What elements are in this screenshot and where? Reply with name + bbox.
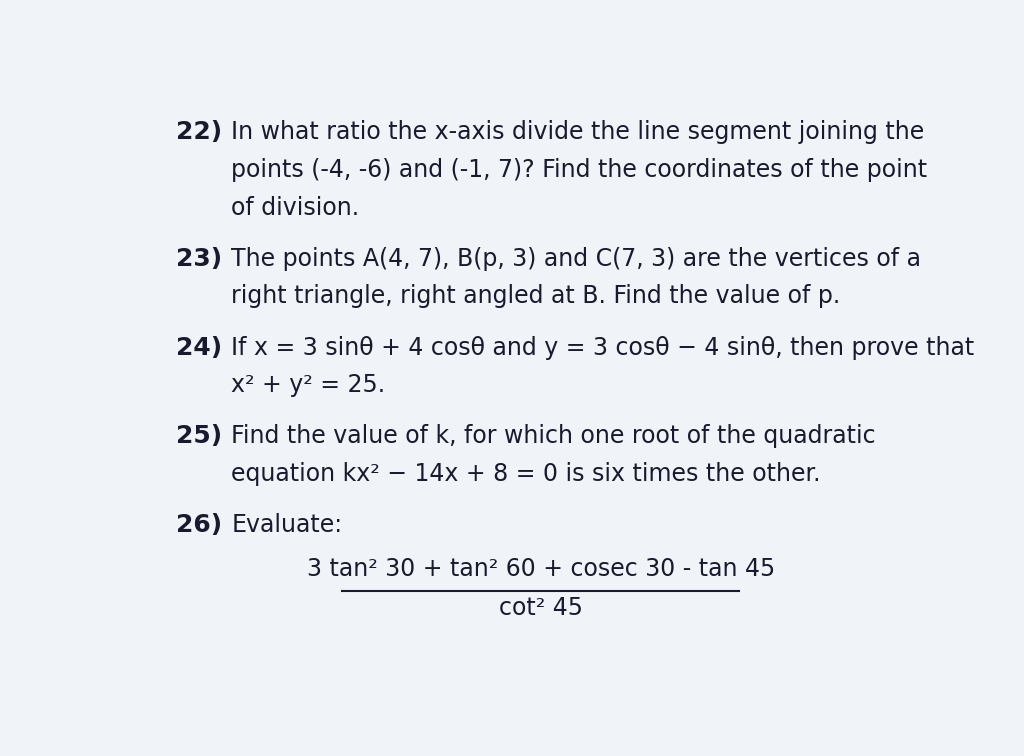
Text: x² + y² = 25.: x² + y² = 25. (231, 373, 385, 398)
Text: 26): 26) (176, 513, 222, 538)
Text: Find the value of k, for which one root of the quadratic: Find the value of k, for which one root … (231, 424, 876, 448)
Text: In what ratio the x-axis divide the line segment joining the: In what ratio the x-axis divide the line… (231, 120, 925, 144)
Text: of division.: of division. (231, 196, 359, 219)
Text: right triangle, right angled at B. Find the value of p.: right triangle, right angled at B. Find … (231, 284, 841, 308)
Text: The points A(4, 7), B(p, 3) and C(7, 3) are the vertices of a: The points A(4, 7), B(p, 3) and C(7, 3) … (231, 246, 922, 271)
Text: Evaluate:: Evaluate: (231, 513, 342, 538)
Text: cot² 45: cot² 45 (499, 596, 583, 620)
Text: points (-4, -6) and (-1, 7)? Find the coordinates of the point: points (-4, -6) and (-1, 7)? Find the co… (231, 158, 928, 181)
Text: equation kx² − 14x + 8 = 0 is six times the other.: equation kx² − 14x + 8 = 0 is six times … (231, 462, 820, 486)
Text: 3 tan² 30 + tan² 60 + cosec 30 - tan 45: 3 tan² 30 + tan² 60 + cosec 30 - tan 45 (306, 557, 775, 581)
Text: 25): 25) (176, 424, 222, 448)
Text: 23): 23) (176, 246, 222, 271)
Text: 22): 22) (176, 120, 222, 144)
Text: If x = 3 sinθ + 4 cosθ and y = 3 cosθ − 4 sinθ, then prove that: If x = 3 sinθ + 4 cosθ and y = 3 cosθ − … (231, 336, 975, 360)
Text: 24): 24) (176, 336, 222, 360)
